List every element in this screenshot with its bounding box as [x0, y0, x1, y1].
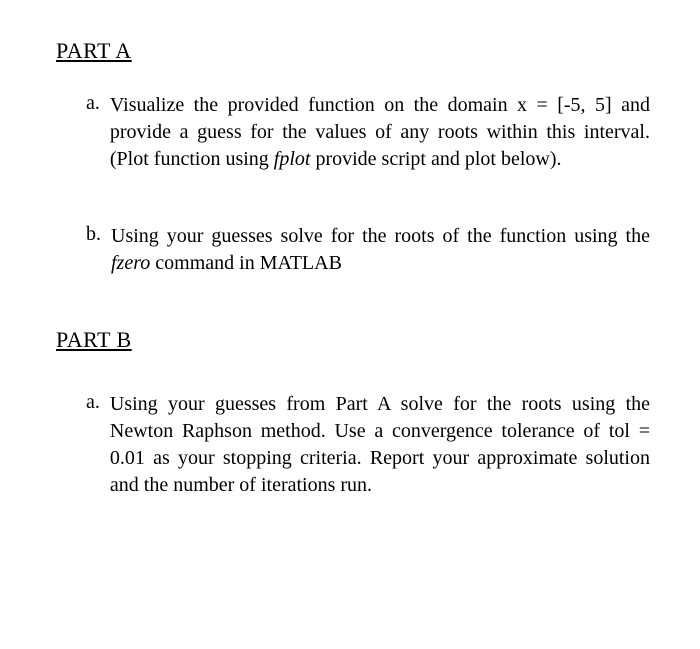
- part-a-item-a: a. Visualize the provided function on th…: [56, 92, 650, 173]
- part-b-item-a: a. Using your guesses from Part A solve …: [56, 391, 650, 499]
- part-b-heading: PART B: [56, 327, 650, 353]
- item-text: Using your guesses from Part A solve for…: [110, 391, 650, 499]
- item-marker: a.: [86, 92, 100, 173]
- part-a-item-b: b. Using your guesses solve for the root…: [56, 223, 650, 277]
- part-a-heading: PART A: [56, 38, 650, 64]
- item-marker: a.: [86, 391, 100, 499]
- item-text: Visualize the provided function on the d…: [110, 92, 650, 173]
- item-marker: b.: [86, 223, 101, 277]
- item-text: Using your guesses solve for the roots o…: [111, 223, 650, 277]
